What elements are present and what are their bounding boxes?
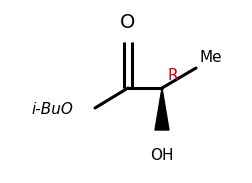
Text: Me: Me (199, 51, 222, 66)
Text: i-BuO: i-BuO (31, 102, 73, 117)
Text: OH: OH (150, 147, 173, 163)
Polygon shape (154, 88, 168, 130)
Text: R: R (167, 68, 178, 83)
Text: O: O (120, 12, 135, 31)
